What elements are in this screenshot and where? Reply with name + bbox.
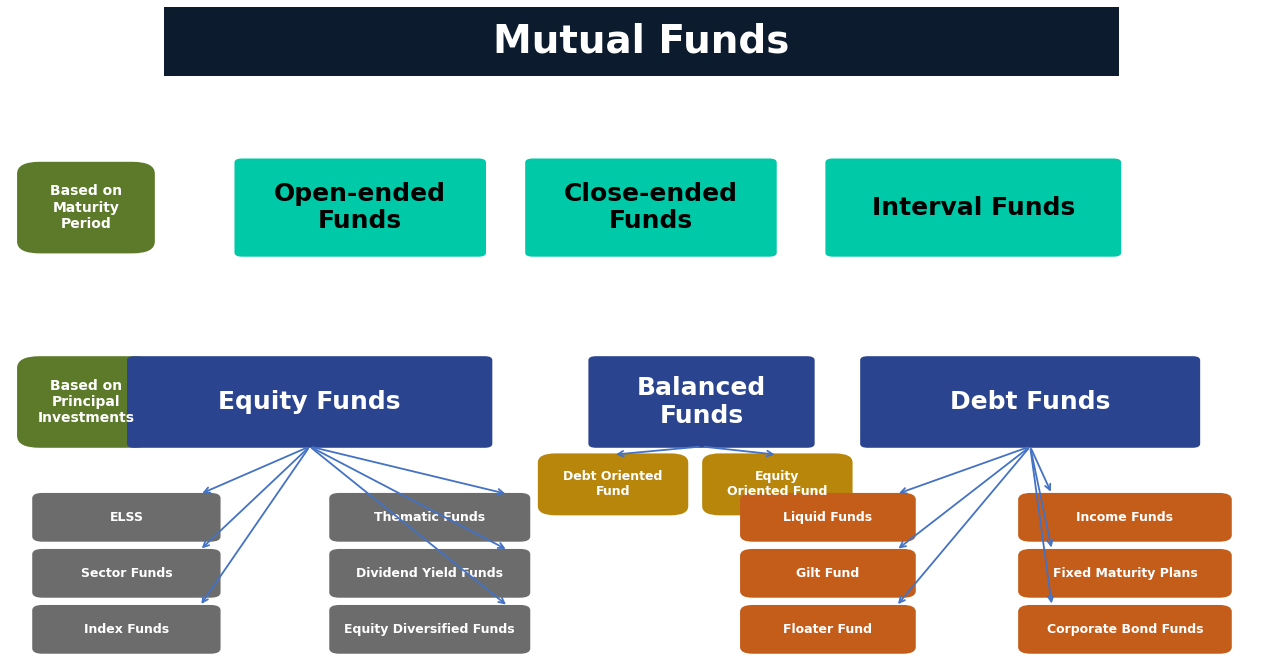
FancyBboxPatch shape: [329, 605, 530, 654]
FancyBboxPatch shape: [1019, 493, 1231, 542]
Text: Debt Oriented
Fund: Debt Oriented Fund: [564, 471, 662, 498]
FancyBboxPatch shape: [526, 158, 776, 256]
Text: Dividend Yield Funds: Dividend Yield Funds: [356, 567, 503, 580]
FancyBboxPatch shape: [18, 161, 154, 253]
FancyBboxPatch shape: [703, 453, 852, 515]
Text: Fixed Maturity Plans: Fixed Maturity Plans: [1053, 567, 1197, 580]
FancyBboxPatch shape: [1019, 549, 1231, 598]
FancyBboxPatch shape: [329, 493, 530, 542]
Text: Close-ended
Funds: Close-ended Funds: [564, 182, 738, 233]
Text: Interval Funds: Interval Funds: [872, 196, 1074, 219]
Text: Balanced
Funds: Balanced Funds: [637, 376, 766, 428]
FancyBboxPatch shape: [33, 549, 220, 598]
FancyBboxPatch shape: [1019, 605, 1231, 654]
FancyBboxPatch shape: [234, 158, 485, 256]
Text: Mutual Funds: Mutual Funds: [493, 22, 790, 61]
Text: Equity Diversified Funds: Equity Diversified Funds: [345, 623, 514, 636]
Text: Equity
Oriented Fund: Equity Oriented Fund: [727, 471, 828, 498]
FancyBboxPatch shape: [18, 356, 154, 448]
Text: Debt Funds: Debt Funds: [951, 390, 1110, 414]
Text: Index Funds: Index Funds: [83, 623, 169, 636]
FancyBboxPatch shape: [589, 356, 815, 448]
FancyBboxPatch shape: [33, 493, 220, 542]
FancyBboxPatch shape: [126, 356, 492, 448]
Text: Gilt Fund: Gilt Fund: [796, 567, 860, 580]
Text: Sector Funds: Sector Funds: [81, 567, 172, 580]
FancyBboxPatch shape: [741, 605, 915, 654]
Text: Based on
Maturity
Period: Based on Maturity Period: [49, 185, 123, 231]
FancyBboxPatch shape: [860, 356, 1200, 448]
FancyBboxPatch shape: [329, 549, 530, 598]
Text: Based on
Principal
Investments: Based on Principal Investments: [38, 379, 134, 425]
FancyBboxPatch shape: [538, 453, 688, 515]
FancyBboxPatch shape: [33, 605, 220, 654]
FancyBboxPatch shape: [741, 549, 915, 598]
Text: Liquid Funds: Liquid Funds: [784, 511, 872, 524]
Text: Equity Funds: Equity Funds: [219, 390, 401, 414]
Text: Open-ended
Funds: Open-ended Funds: [274, 182, 446, 233]
FancyBboxPatch shape: [164, 7, 1119, 76]
Text: Corporate Bond Funds: Corporate Bond Funds: [1047, 623, 1203, 636]
Text: Income Funds: Income Funds: [1077, 511, 1173, 524]
Text: Thematic Funds: Thematic Funds: [374, 511, 485, 524]
Text: ELSS: ELSS: [110, 511, 143, 524]
Text: Floater Fund: Floater Fund: [784, 623, 872, 636]
FancyBboxPatch shape: [825, 158, 1121, 256]
FancyBboxPatch shape: [741, 493, 915, 542]
